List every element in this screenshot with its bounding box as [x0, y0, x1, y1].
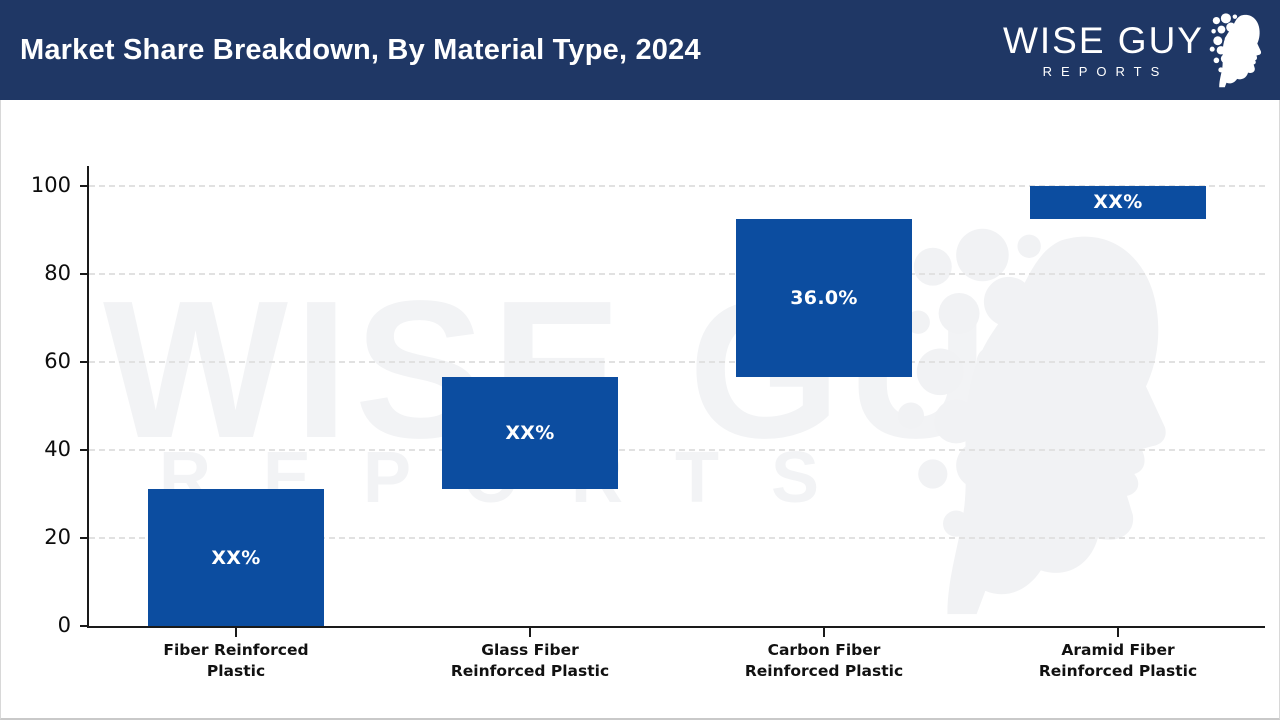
y-tick-label: 100	[30, 172, 71, 197]
bar-chart-plot: 0 20 40 60 80 100 XX% Fiber Reinforced Plastic X…	[31, 166, 1265, 680]
x-tick	[235, 628, 237, 637]
y-axis-line	[87, 166, 89, 628]
gridline	[89, 536, 1265, 539]
brand-logo: WISE GUY REPORTS	[1003, 11, 1264, 89]
x-axis-category-label: Glass Fiber Reinforced Plastic	[450, 641, 610, 680]
y-tick	[80, 448, 87, 451]
y-tick	[80, 360, 87, 363]
gridline	[89, 360, 1265, 363]
y-tick-label: 40	[44, 436, 71, 461]
y-tick	[80, 625, 87, 627]
y-tick-label: 20	[44, 524, 71, 549]
y-tick	[80, 272, 87, 275]
y-tick	[80, 536, 87, 539]
y-tick	[80, 184, 87, 187]
brand-logo-text: WISE GUY REPORTS	[1003, 22, 1204, 78]
x-tick	[1117, 628, 1119, 637]
gridline	[89, 448, 1265, 451]
bar-value-label: XX%	[211, 546, 261, 569]
x-tick	[529, 628, 531, 637]
brand-subtitle: REPORTS	[1042, 64, 1169, 79]
y-tick-label: 0	[57, 613, 71, 637]
gridline	[89, 184, 1265, 187]
header: Market Share Breakdown, By Material Type…	[0, 0, 1280, 100]
x-axis-line	[87, 626, 1265, 628]
y-tick-label: 80	[44, 260, 71, 285]
bar-value-label: XX%	[1093, 191, 1143, 214]
watermark-head-profile-icon	[897, 228, 1166, 615]
bar-3: 36.0%	[735, 218, 913, 378]
dotted-head-profile-icon	[1209, 13, 1262, 88]
x-axis-category-label: Aramid Fiber Reinforced Plastic	[1038, 641, 1198, 680]
x-axis-category-label: Carbon Fiber Reinforced Plastic	[744, 641, 904, 680]
bar-1: XX%	[147, 489, 325, 626]
x-axis-category-label: Fiber Reinforced Plastic	[163, 641, 309, 680]
bar-value-label: 36.0%	[790, 286, 858, 309]
bar-value-label: XX%	[505, 422, 555, 445]
brand-name: WISE GUY	[1002, 20, 1204, 61]
gridline	[89, 272, 1265, 275]
x-tick	[823, 628, 825, 637]
bar-2: XX%	[441, 377, 619, 490]
page-title: Market Share Breakdown, By Material Type…	[20, 33, 701, 66]
y-tick-label: 60	[44, 348, 71, 373]
bar-4: XX%	[1029, 185, 1207, 219]
